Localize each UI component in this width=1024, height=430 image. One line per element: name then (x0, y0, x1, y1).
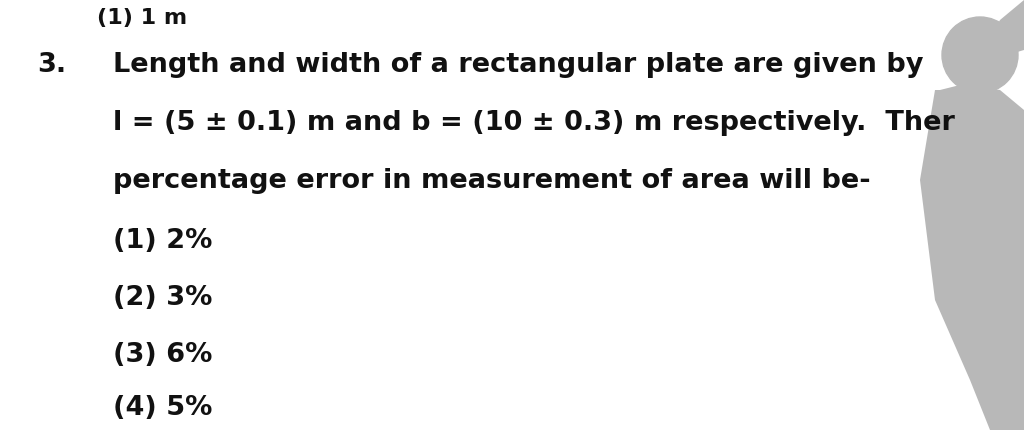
Text: (1) 2%: (1) 2% (113, 228, 212, 254)
Text: (2) 3%: (2) 3% (113, 285, 212, 311)
Polygon shape (920, 85, 1024, 430)
Text: (1) 1 m: (1) 1 m (97, 8, 187, 28)
Text: l = (5 ± 0.1) m and b = (10 ± 0.3) m respectively.  Ther: l = (5 ± 0.1) m and b = (10 ± 0.3) m res… (113, 110, 954, 136)
Text: (4) 5%: (4) 5% (113, 395, 212, 421)
Text: 3.: 3. (37, 52, 66, 78)
Text: Length and width of a rectangular plate are given by: Length and width of a rectangular plate … (113, 52, 923, 78)
Text: (3) 6%: (3) 6% (113, 342, 212, 368)
Text: percentage error in measurement of area will be-: percentage error in measurement of area … (113, 168, 870, 194)
Polygon shape (961, 0, 1024, 100)
Circle shape (942, 17, 1018, 93)
